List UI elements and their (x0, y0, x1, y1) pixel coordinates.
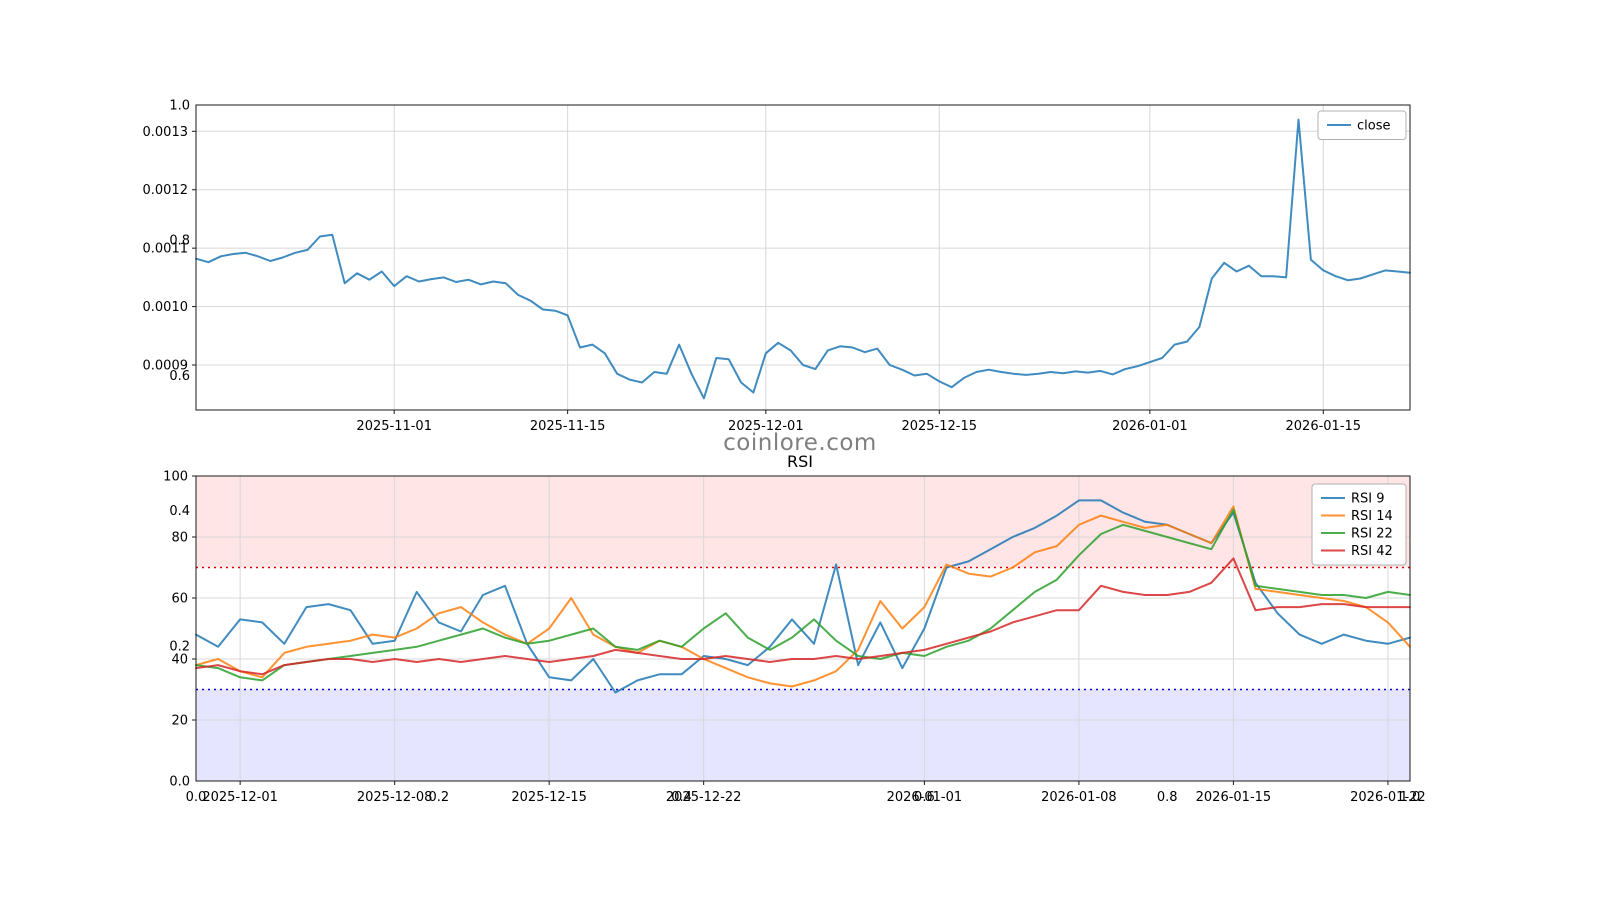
svg-text:0.0013: 0.0013 (143, 125, 189, 140)
svg-text:1.0: 1.0 (1400, 790, 1421, 805)
svg-text:100: 100 (163, 470, 188, 485)
svg-text:2026-01-15: 2026-01-15 (1286, 419, 1362, 434)
watermark: coinlore.com (723, 430, 877, 456)
svg-text:RSI 22: RSI 22 (1351, 527, 1393, 542)
svg-text:RSI 42: RSI 42 (1351, 544, 1393, 559)
svg-text:0.0010: 0.0010 (143, 300, 189, 315)
svg-text:2026-01-01: 2026-01-01 (1112, 419, 1188, 434)
svg-text:2026-01-15: 2026-01-15 (1196, 790, 1272, 805)
svg-text:80: 80 (171, 531, 188, 546)
svg-text:20: 20 (171, 714, 188, 729)
svg-text:0.0011: 0.0011 (143, 242, 189, 257)
svg-text:2026-01-22: 2026-01-22 (1350, 790, 1426, 805)
svg-text:close: close (1357, 119, 1390, 134)
svg-text:0.0: 0.0 (186, 790, 207, 805)
svg-text:0.6: 0.6 (914, 790, 935, 805)
svg-text:0.0: 0.0 (169, 775, 190, 790)
svg-text:RSI 14: RSI 14 (1351, 509, 1393, 524)
svg-text:2025-12-08: 2025-12-08 (357, 790, 433, 805)
svg-text:0.8: 0.8 (169, 234, 190, 249)
svg-text:2025-11-15: 2025-11-15 (530, 419, 606, 434)
svg-text:0.4: 0.4 (169, 504, 190, 519)
svg-text:0.6: 0.6 (169, 369, 190, 384)
svg-text:2025-12-15: 2025-12-15 (901, 419, 977, 434)
svg-text:0.2: 0.2 (428, 790, 449, 805)
svg-text:40: 40 (171, 653, 188, 668)
svg-text:2025-12-01: 2025-12-01 (202, 790, 278, 805)
svg-text:2025-12-01: 2025-12-01 (728, 419, 804, 434)
svg-text:2025-12-22: 2025-12-22 (666, 790, 742, 805)
svg-text:2025-12-15: 2025-12-15 (511, 790, 587, 805)
svg-text:2026-01-08: 2026-01-08 (1041, 790, 1117, 805)
svg-text:0.2: 0.2 (169, 639, 190, 654)
svg-text:0.8: 0.8 (1157, 790, 1178, 805)
svg-text:2026-01-01: 2026-01-01 (887, 790, 963, 805)
svg-text:2025-11-01: 2025-11-01 (356, 419, 432, 434)
svg-text:60: 60 (171, 592, 188, 607)
svg-text:0.0009: 0.0009 (143, 359, 189, 374)
svg-text:1.0: 1.0 (169, 99, 190, 114)
svg-text:0.0012: 0.0012 (143, 183, 189, 198)
rsi-chart-title: RSI (787, 452, 813, 471)
svg-text:RSI 9: RSI 9 (1351, 492, 1385, 507)
svg-text:0.4: 0.4 (671, 790, 692, 805)
